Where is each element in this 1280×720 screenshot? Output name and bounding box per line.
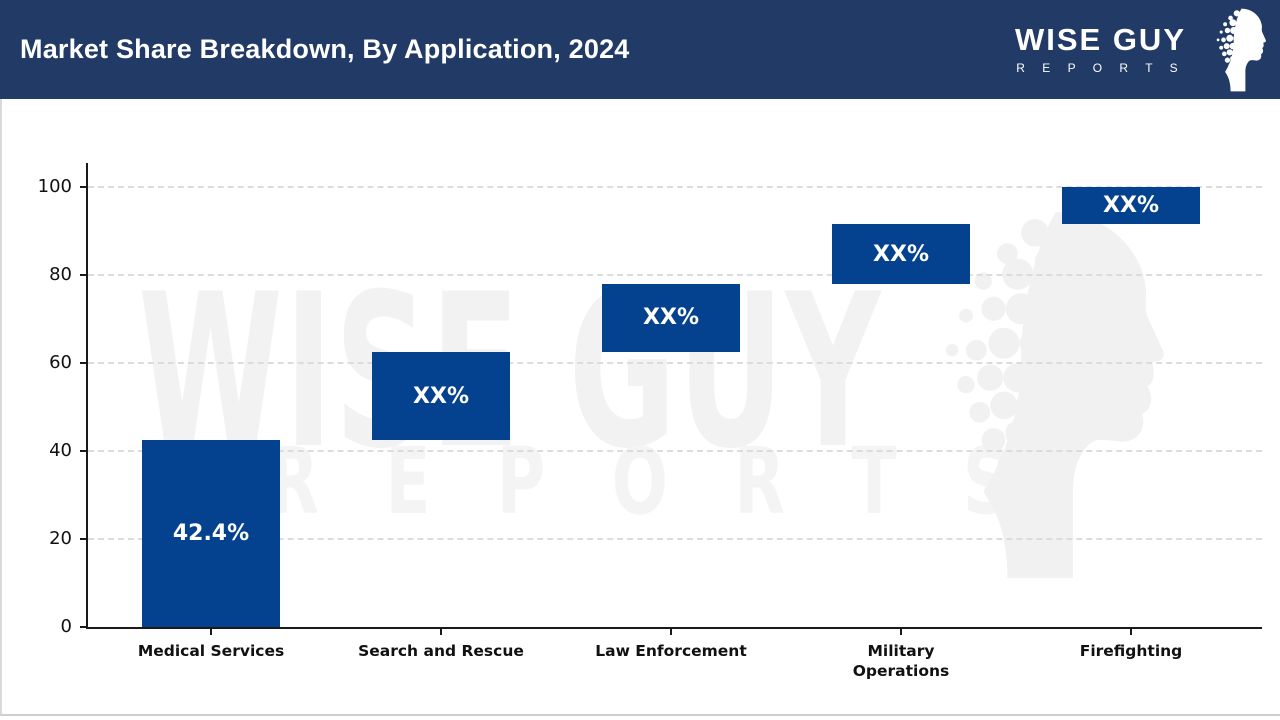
bar-law-enforcement: XX% xyxy=(602,283,740,352)
left-border-line xyxy=(0,99,2,716)
header: Market Share Breakdown, By Application, … xyxy=(0,0,1280,99)
y-grid-line xyxy=(88,362,1262,364)
y-tick-label: 60 xyxy=(49,352,72,373)
y-axis-line xyxy=(86,163,88,629)
x-tick-label: Medical Services xyxy=(137,642,285,660)
x-tick-mark xyxy=(900,627,902,635)
bar-military-operations: XX% xyxy=(832,224,970,284)
y-grid-line xyxy=(88,538,1262,540)
bar-medical-services: 42.4% xyxy=(142,440,280,627)
y-grid-line xyxy=(88,274,1262,276)
y-tick-label: 20 xyxy=(49,528,72,549)
y-tick-mark xyxy=(80,186,88,188)
y-tick-mark xyxy=(80,626,88,628)
bar-search-and-rescue: XX% xyxy=(372,352,510,441)
bar-value-label: XX% xyxy=(1103,193,1159,219)
x-tick-mark xyxy=(1130,627,1132,635)
x-tick-label: Search and Rescue xyxy=(358,642,524,660)
y-tick-mark xyxy=(80,274,88,276)
x-tick-label: Firefighting xyxy=(1079,642,1183,660)
y-grid-line xyxy=(88,450,1262,452)
bar-firefighting: XX% xyxy=(1062,187,1200,225)
page-title: Market Share Breakdown, By Application, … xyxy=(20,34,630,64)
y-tick-label: 0 xyxy=(60,616,72,637)
x-tick-mark xyxy=(440,627,442,635)
x-axis-line xyxy=(86,627,1262,629)
logo-subtext: R E P O R T S xyxy=(1016,61,1185,75)
bottom-border-line xyxy=(0,714,1280,716)
x-tick-mark xyxy=(670,627,672,635)
wise-guy-logo: WISE GUY R E P O R T S xyxy=(1015,7,1268,93)
bar-value-label: XX% xyxy=(873,241,929,267)
y-tick-label: 40 xyxy=(49,440,72,461)
logo-wordmark: WISE GUY xyxy=(1014,22,1186,57)
y-tick-mark xyxy=(80,538,88,540)
logo-text: WISE GUY R E P O R T S xyxy=(1015,24,1186,75)
bar-value-label: XX% xyxy=(413,383,469,409)
x-tick-mark xyxy=(210,627,212,635)
y-tick-mark xyxy=(80,362,88,364)
bar-value-label: 42.4% xyxy=(172,521,250,547)
x-tick-label: Military Operations xyxy=(852,642,950,681)
bar-value-label: XX% xyxy=(643,305,699,331)
x-tick-label: Law Enforcement xyxy=(595,642,747,660)
y-grid-line xyxy=(88,186,1262,188)
y-tick-mark xyxy=(80,450,88,452)
y-tick-label: 80 xyxy=(49,264,72,285)
y-tick-label: 100 xyxy=(37,176,72,197)
